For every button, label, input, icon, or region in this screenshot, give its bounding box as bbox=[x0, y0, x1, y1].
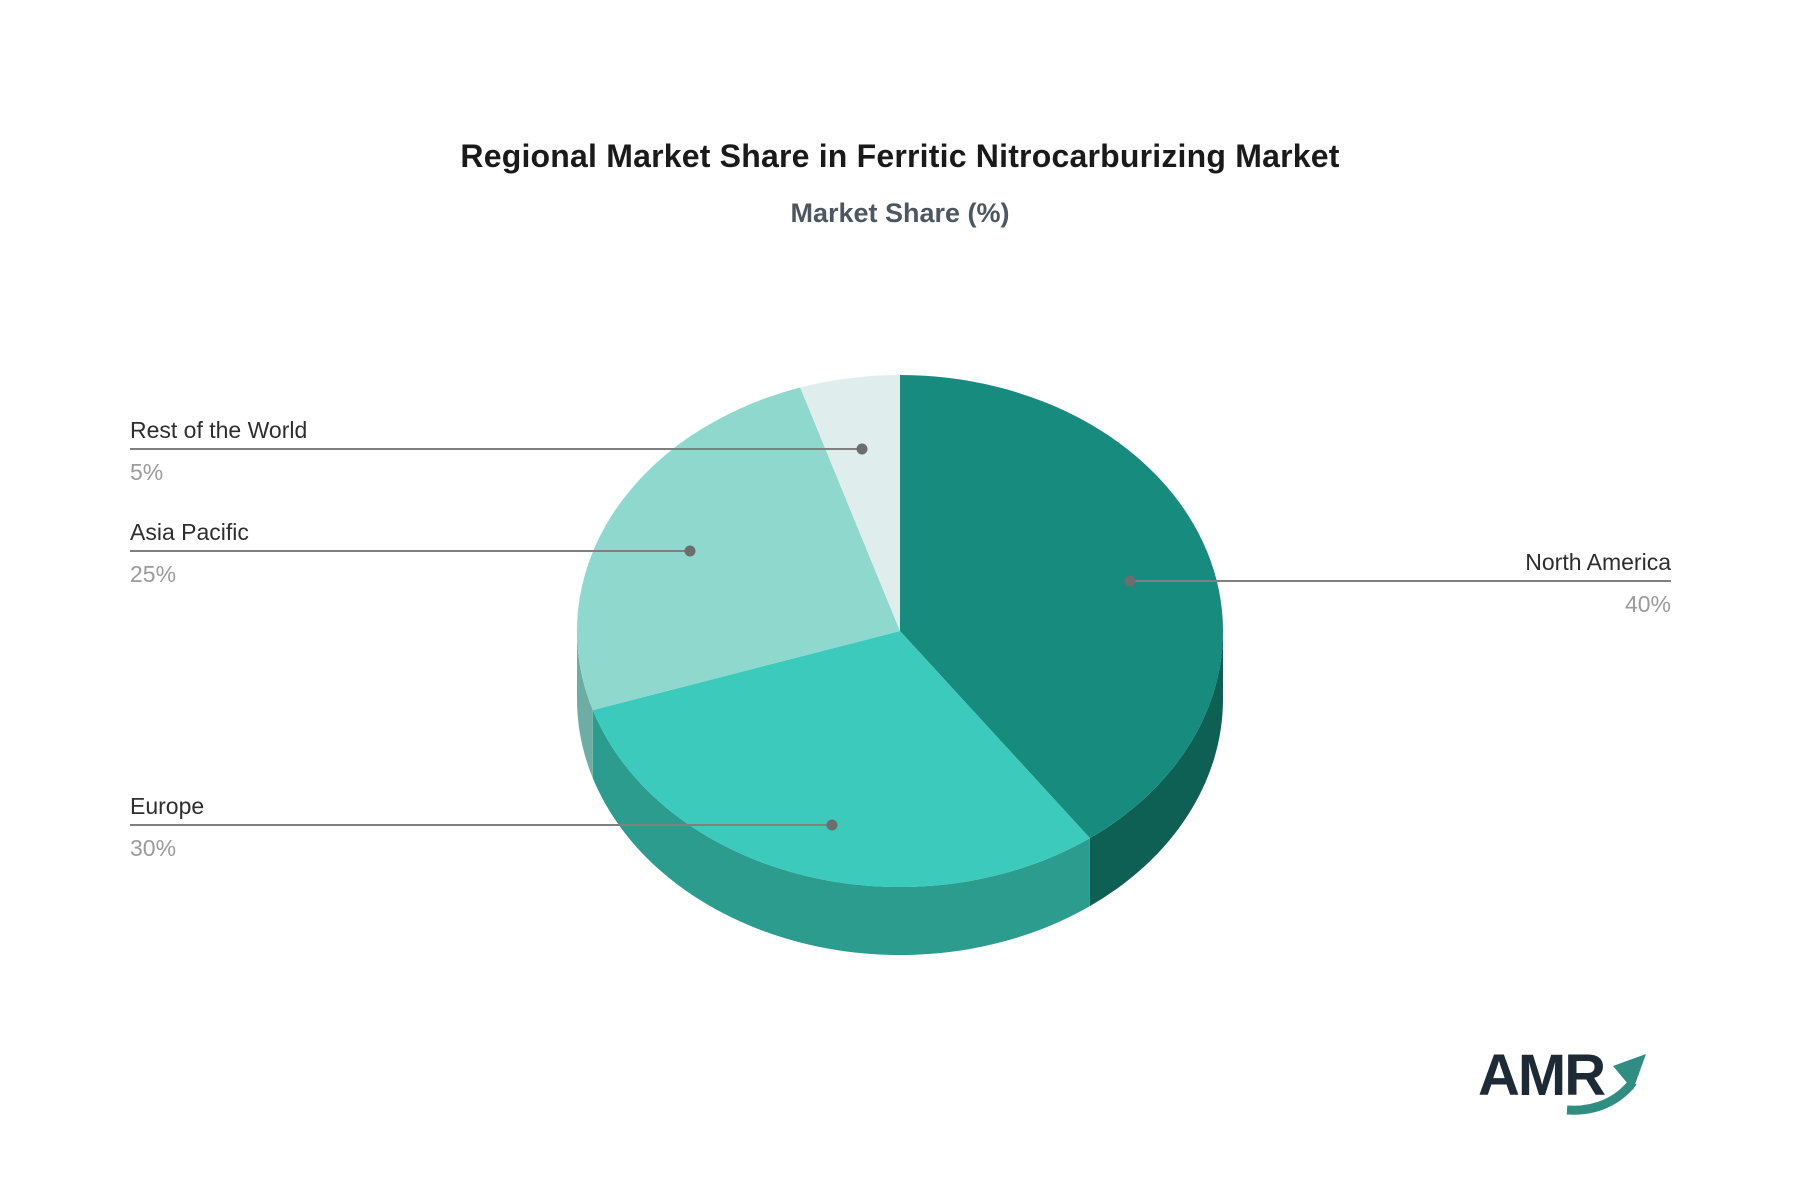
value-rest-of-the-world: 5% bbox=[130, 459, 164, 485]
amr-logo-text: AMR bbox=[1478, 1043, 1606, 1108]
value-asia-pacific: 25% bbox=[130, 561, 177, 587]
leader-lines bbox=[130, 443, 1671, 831]
pie-slice-europe bbox=[592, 631, 1090, 888]
pie-3d-sides bbox=[577, 631, 1223, 956]
label-north-america: North America bbox=[1525, 549, 1671, 575]
chart-title: Regional Market Share in Ferritic Nitroc… bbox=[460, 138, 1340, 174]
label-asia-pacific: Asia Pacific bbox=[130, 519, 249, 545]
value-north-america: 40% bbox=[1624, 591, 1671, 617]
chart-subtitle: Market Share (%) bbox=[790, 198, 1010, 228]
label-rest-of-the-world: Rest of the World bbox=[130, 417, 308, 443]
pie-slice-asia-pacific bbox=[576, 387, 900, 711]
pie-slice-rest-of-the-world bbox=[800, 374, 900, 631]
value-europe: 30% bbox=[130, 835, 177, 861]
pie-slice-side-europe bbox=[592, 710, 1090, 956]
pie-slice-north-america bbox=[900, 375, 1224, 839]
leader-dot-rest-of-the-world bbox=[856, 443, 868, 455]
label-europe: Europe bbox=[130, 793, 205, 819]
pie-slice-side-north-america bbox=[1089, 631, 1223, 907]
leader-dot-asia-pacific bbox=[684, 545, 696, 557]
leader-dot-europe bbox=[826, 819, 838, 831]
amr-logo: AMR bbox=[1478, 1042, 1678, 1142]
amr-logo-arrow-icon bbox=[1566, 1054, 1646, 1115]
pie-slice-side-asia-pacific bbox=[577, 631, 593, 779]
leader-dot-north-america bbox=[1124, 575, 1136, 587]
pie-slices bbox=[576, 374, 1224, 888]
